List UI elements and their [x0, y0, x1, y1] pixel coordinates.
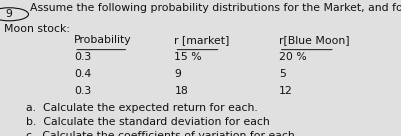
Text: r[Blue Moon]: r[Blue Moon] [279, 35, 349, 45]
Text: b.  Calculate the standard deviation for each: b. Calculate the standard deviation for … [26, 117, 270, 127]
Text: c.  Calculate the coefficients of variation for each.: c. Calculate the coefficients of variati… [26, 131, 298, 136]
Text: r [market]: r [market] [174, 35, 230, 45]
Text: Assume the following probability distributions for the Market, and for Blue: Assume the following probability distrib… [30, 3, 401, 13]
Text: 0.3: 0.3 [74, 52, 91, 62]
Text: Moon stock:: Moon stock: [4, 24, 70, 35]
Text: 9: 9 [174, 69, 181, 79]
Text: 0.4: 0.4 [74, 69, 91, 79]
Text: 18: 18 [174, 86, 188, 96]
Text: 9: 9 [6, 9, 13, 19]
Text: Probability: Probability [74, 35, 132, 45]
Text: 15 %: 15 % [174, 52, 202, 62]
Text: 12: 12 [279, 86, 292, 96]
Text: a.  Calculate the expected return for each.: a. Calculate the expected return for eac… [26, 103, 258, 113]
Text: 5: 5 [279, 69, 286, 79]
Text: 20 %: 20 % [279, 52, 306, 62]
Text: 0.3: 0.3 [74, 86, 91, 96]
